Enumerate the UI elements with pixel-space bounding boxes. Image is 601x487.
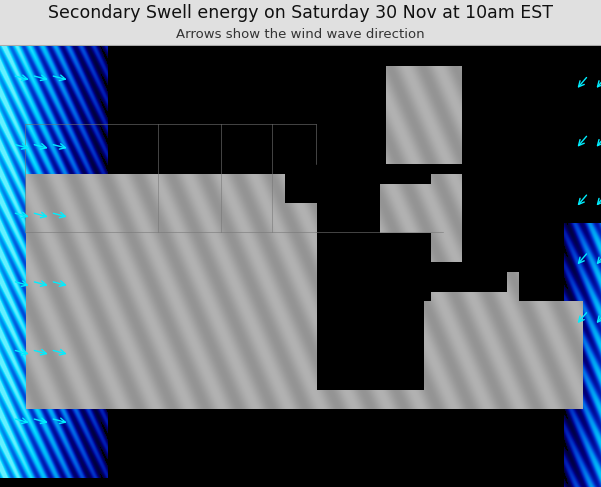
Text: Arrows show the wind wave direction: Arrows show the wind wave direction (176, 28, 425, 41)
Text: Secondary Swell energy on Saturday 30 Nov at 10am EST: Secondary Swell energy on Saturday 30 No… (48, 4, 553, 22)
